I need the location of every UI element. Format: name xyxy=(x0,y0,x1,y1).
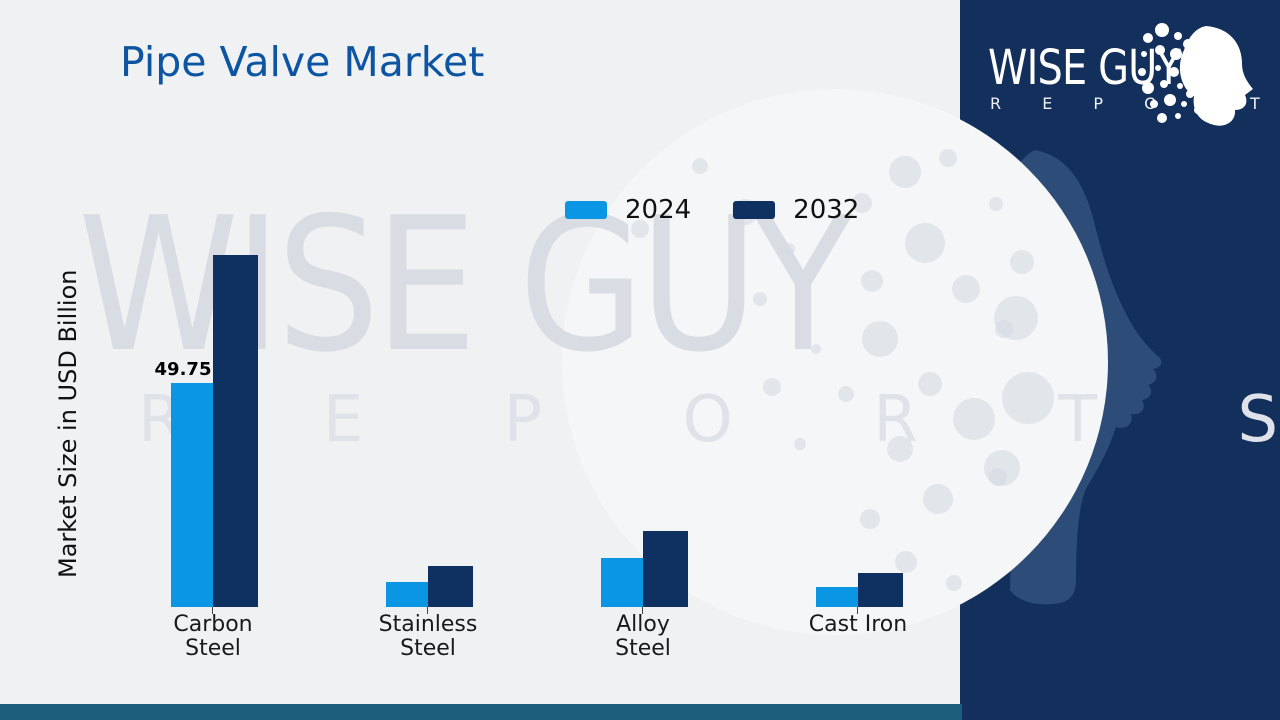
watermark-wordmark: WISE GUY xyxy=(78,177,853,393)
bar-2032-alloy-steel xyxy=(643,531,688,607)
bar-2024-carbon-steel xyxy=(171,383,213,607)
plot-area: 49.75 Carbon Steel Stainless Steel Alloy Steel… xyxy=(123,0,948,661)
bar-group-alloy-steel xyxy=(601,0,688,607)
category-label-line: Carbon xyxy=(173,612,253,637)
axis-tick-alloy-steel xyxy=(642,607,643,614)
bar-2032-cast-iron xyxy=(858,573,903,607)
legend-label-2032: 2032 xyxy=(793,195,860,225)
bar-2024-alloy-steel xyxy=(601,558,643,607)
category-label-line: Cast Iron xyxy=(808,612,908,637)
axis-tick-cast-iron xyxy=(857,607,858,614)
category-label-line: Steel xyxy=(400,636,456,661)
axis-tick-stainless-steel xyxy=(427,607,428,614)
axis-tick-carbon-steel xyxy=(212,607,213,614)
bar-group-cast-iron xyxy=(816,0,903,607)
bar-value-label: 49.75 xyxy=(154,359,212,380)
bar-group-stainless-steel xyxy=(386,0,473,607)
page-title: Pipe Valve Market xyxy=(120,38,485,86)
bar-2024-cast-iron xyxy=(816,587,858,607)
bar-2024-stainless-steel xyxy=(386,582,428,607)
category-label-alloy-steel: Alloy Steel xyxy=(553,613,733,661)
footer-strip xyxy=(0,704,962,720)
bar-2032-carbon-steel xyxy=(213,255,258,607)
category-label-cast-iron: Cast Iron xyxy=(768,613,948,637)
category-label-stainless-steel: Stainless Steel xyxy=(338,613,518,661)
category-label-carbon-steel: Carbon Steel xyxy=(123,613,303,661)
category-label-line: Steel xyxy=(615,636,671,661)
logo-head-icon xyxy=(1138,23,1253,126)
watermark-reports: R E P O R T S xyxy=(138,383,1280,457)
bar-2032-stainless-steel xyxy=(428,566,473,607)
category-label-line: Steel xyxy=(185,636,241,661)
bar-group-carbon-steel: 49.75 xyxy=(155,0,258,607)
category-label-line: Alloy xyxy=(616,612,670,637)
category-label-line: Stainless xyxy=(378,612,478,637)
legend-swatch-2024 xyxy=(565,201,607,219)
